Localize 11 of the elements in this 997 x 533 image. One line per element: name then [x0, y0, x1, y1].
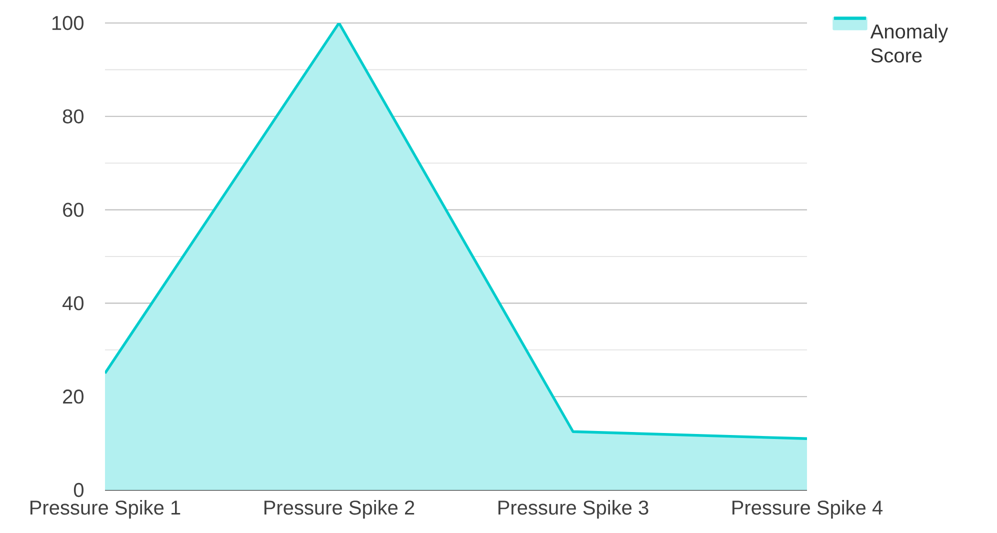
x-tick-label: Pressure Spike 1: [30, 500, 180, 519]
y-tick-label: 20: [63, 390, 84, 404]
x-tick-label: Pressure Spike 4: [732, 500, 883, 519]
y-tick-label: 40: [62, 296, 84, 310]
y-tick-label: 0: [74, 482, 84, 498]
legend-label: Anomaly Score: [870, 24, 948, 63]
y-tick-label: 80: [62, 109, 84, 124]
y-tick-label: 60: [63, 202, 84, 217]
x-tick-label: Pressure Spike 2: [264, 500, 414, 519]
y-tick-label: 100: [52, 16, 84, 30]
x-tick-label: Pressure Spike 3: [498, 500, 648, 519]
